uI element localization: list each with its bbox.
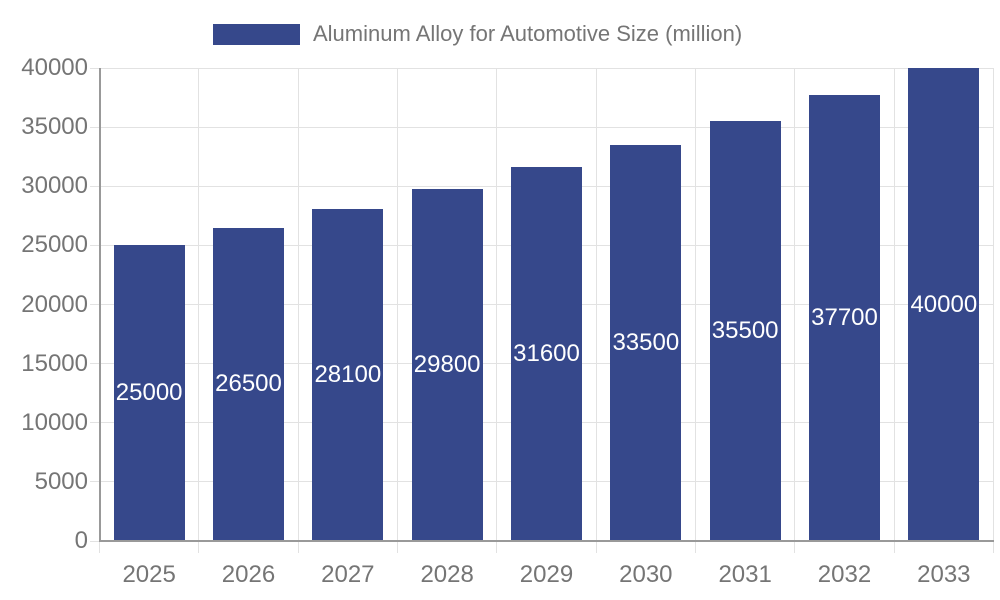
x-axis-tick (297, 541, 299, 553)
bar[interactable] (411, 188, 483, 541)
grid-line-vertical (794, 68, 796, 541)
legend-label: Aluminum Alloy for Automotive Size (mill… (313, 21, 743, 46)
y-axis-tick-label: 35000 (21, 113, 88, 141)
y-axis-tick (89, 244, 100, 246)
bar-value-label: 40000 (910, 290, 978, 318)
y-axis-tick (89, 185, 100, 187)
bar[interactable] (709, 121, 781, 541)
grid-line-vertical (496, 68, 498, 541)
bar[interactable] (213, 227, 284, 541)
y-axis-tick-label: 10000 (21, 408, 88, 436)
x-axis-tick-label: 2025 (122, 561, 176, 588)
x-axis-tick-label: 2029 (519, 561, 574, 588)
y-axis-tick-label: 5000 (34, 467, 88, 495)
bar[interactable] (511, 167, 582, 541)
y-axis-tick (89, 422, 100, 424)
x-axis-tick-label: 2026 (221, 561, 276, 588)
x-axis-tick-label: 2032 (817, 561, 872, 588)
x-axis-tick (198, 541, 200, 553)
x-axis-tick (397, 541, 398, 553)
bar[interactable] (312, 208, 384, 541)
grid-line-vertical (297, 68, 299, 541)
y-axis-tick-label: 15000 (21, 349, 88, 377)
y-axis-tick (89, 540, 100, 542)
y-axis-tick-label: 25000 (21, 231, 88, 259)
grid-line-vertical (198, 68, 200, 541)
bar[interactable] (908, 68, 980, 541)
legend-item[interactable]: Aluminum Alloy for Automotive Size (mill… (213, 21, 742, 47)
y-axis-tick-label: 20000 (21, 290, 88, 318)
bar-value-label: 31600 (513, 340, 580, 368)
x-axis-tick-label: 2031 (718, 561, 772, 588)
y-axis-tick (89, 304, 100, 305)
y-axis-tick (89, 481, 100, 483)
y-axis-tick (89, 126, 100, 128)
x-axis-tick-label: 2030 (619, 561, 673, 588)
y-axis-tick (89, 363, 100, 365)
bar-value-label: 28100 (314, 360, 382, 388)
x-axis-line (99, 540, 994, 542)
grid-line-vertical (397, 68, 398, 541)
grid-line-vertical (695, 68, 696, 541)
bar[interactable] (610, 144, 682, 541)
y-axis-tick (89, 67, 100, 69)
x-axis-tick-label: 2033 (917, 561, 971, 588)
x-axis-tick-label: 2028 (420, 561, 474, 588)
bar-value-label: 29800 (413, 350, 481, 378)
bar[interactable] (809, 95, 880, 541)
x-axis-tick (893, 541, 895, 553)
x-axis-tick-label: 2027 (321, 561, 375, 588)
x-axis-tick (595, 541, 597, 553)
legend-swatch-icon (213, 23, 300, 45)
y-axis-tick-label: 0 (74, 527, 88, 554)
y-axis-tick-label: 30000 (21, 172, 88, 200)
y-axis-line (98, 68, 101, 542)
grid-line-vertical (893, 68, 895, 541)
bar-value-label: 35500 (711, 317, 779, 345)
x-axis-tick (99, 541, 100, 553)
x-axis-tick (695, 541, 696, 553)
grid-line-horizontal (99, 67, 994, 69)
grid-line-horizontal (99, 126, 994, 128)
bar[interactable] (113, 245, 185, 541)
x-axis-tick (993, 541, 994, 553)
grid-line-vertical (595, 68, 597, 541)
x-axis-tick (496, 541, 498, 553)
bar-value-label: 26500 (215, 370, 282, 398)
y-axis-tick-label: 40000 (21, 54, 88, 81)
x-axis-tick (794, 541, 796, 553)
grid-line-vertical (993, 68, 994, 541)
bar-value-label: 25000 (115, 379, 183, 407)
bar-value-label: 37700 (811, 304, 878, 332)
bar-value-label: 33500 (612, 328, 680, 356)
